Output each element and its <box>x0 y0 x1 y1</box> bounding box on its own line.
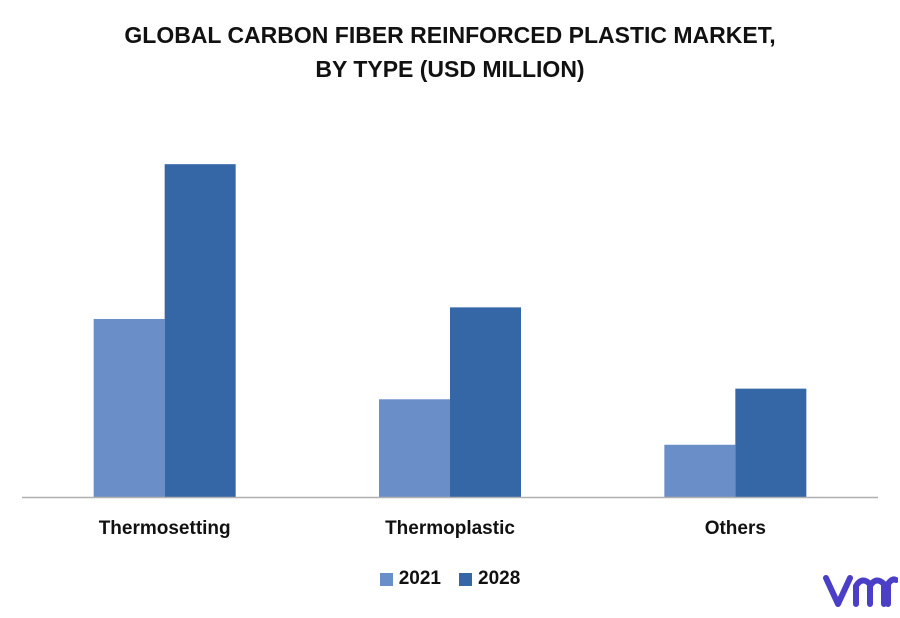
bar-thermoplastic-2028 <box>450 307 521 497</box>
vmr-logo-icon <box>823 575 898 607</box>
legend-label-2028: 2028 <box>478 568 521 589</box>
bar-others-2021 <box>664 444 736 497</box>
legend-swatch-2028 <box>459 572 472 586</box>
chart-title: GLOBAL CARBON FIBER REINFORCED PLASTIC M… <box>0 18 900 86</box>
legend-item-2021: 2021 <box>379 568 441 590</box>
x-tick-label-thermosetting: Thermosetting <box>99 518 231 539</box>
bar-thermoplastic-2021 <box>379 399 450 497</box>
legend: 2021 2028 <box>0 568 900 590</box>
bar-others-2028 <box>735 388 807 497</box>
x-tick-label-thermoplastic: Thermoplastic <box>385 518 515 539</box>
legend-swatch-2021 <box>379 572 393 586</box>
legend-label-2021: 2021 <box>398 568 441 589</box>
bar-thermosetting-2028 <box>164 164 236 497</box>
bars-group <box>93 164 807 497</box>
bar-thermosetting-2021 <box>93 318 165 497</box>
x-tick-label-others: Others <box>705 518 766 539</box>
bar-chart: Thermosetting Thermoplastic Others <box>22 164 878 539</box>
chart-title-line-2: BY TYPE (USD MILLION) <box>315 56 585 82</box>
chart-title-line-1: GLOBAL CARBON FIBER REINFORCED PLASTIC M… <box>124 22 776 48</box>
x-tick-labels: Thermosetting Thermoplastic Others <box>99 518 766 539</box>
legend-item-2028: 2028 <box>459 568 520 590</box>
